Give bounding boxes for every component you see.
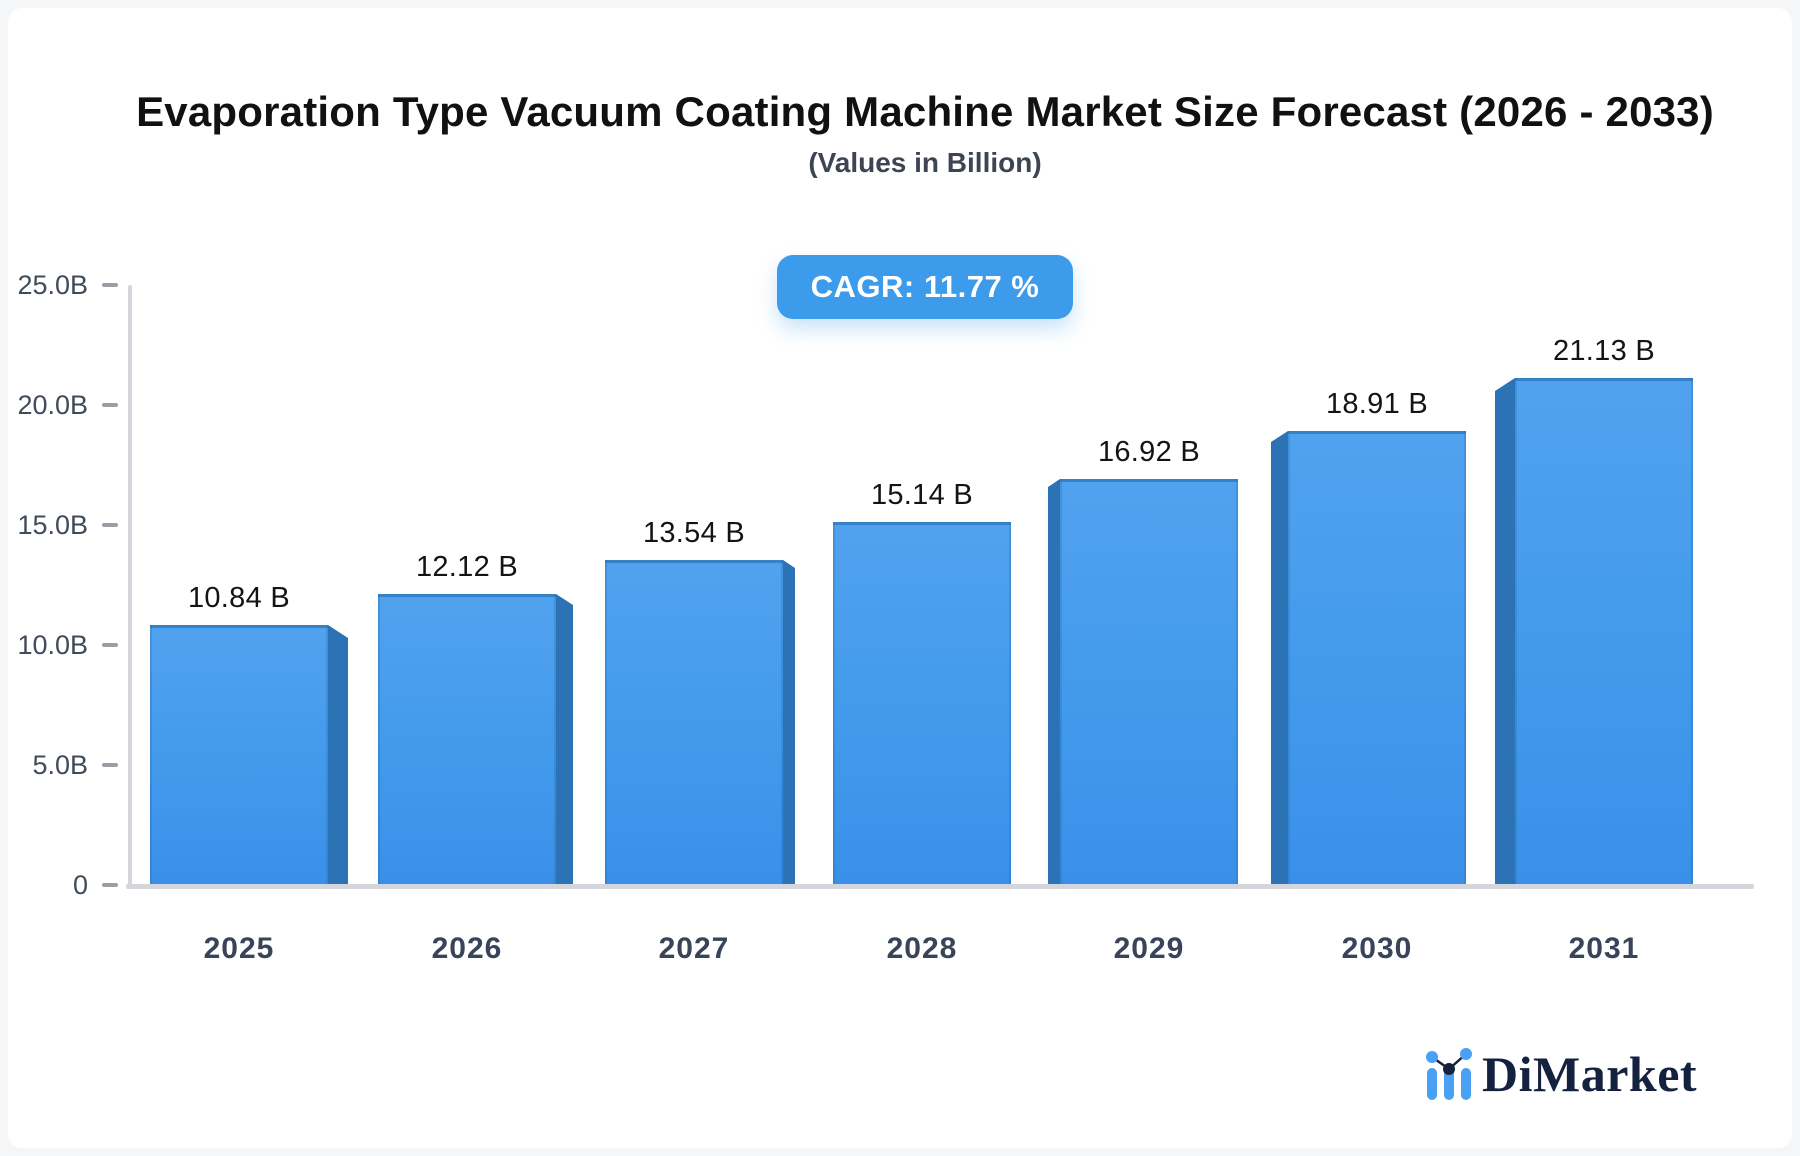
chart-subtitle: (Values in Billion) [808,147,1042,178]
x-axis-label-2025: 2025 [203,932,275,965]
badge-row: CAGR: 11.77 % [50,255,1800,319]
y-tick-label-0: 0 [72,870,88,900]
chart-title: Evaporation Type Vacuum Coating Machine … [136,88,1714,135]
bar-value-label-2026: 12.12 B [415,551,519,583]
y-tick-mark-20.0B [102,403,118,407]
bar-value-label-2025: 10.84 B [187,582,291,614]
bar-side-2031 [1495,378,1515,885]
y-tick-mark-5.0B [102,763,118,767]
bar-side-2026 [556,594,573,885]
y-tick-mark-10.0B [102,643,118,647]
bar-side-2029 [1048,479,1060,885]
bar-value-label-2027: 13.54 B [642,517,746,549]
bar-2025 [150,625,328,885]
cagr-badge: CAGR: 11.77 % [776,255,1074,319]
logo-text: DiMarket [1482,1046,1698,1102]
x-axis-label-2031: 2031 [1568,932,1640,965]
bar-side-2027 [783,560,795,885]
bar-chart-logo-icon [1426,1048,1472,1100]
y-tick-label-10.0B: 10.0B [17,630,88,660]
y-tick-mark-15.0B [102,523,118,527]
y-tick-label-5.0B: 5.0B [32,750,88,780]
bar-2030 [1288,431,1466,885]
bar-2026 [378,594,556,885]
x-axis-label-2026: 2026 [431,932,503,965]
x-axis-label-2030: 2030 [1341,932,1413,965]
y-tick-label-25.0B: 25.0B [17,270,88,300]
bar-2031 [1515,378,1693,885]
bar-2029 [1060,479,1238,885]
bar-2027 [605,560,783,885]
bar-value-label-2028: 15.14 B [870,479,974,511]
y-tick-mark-25.0B [102,283,118,287]
x-axis-line [126,884,1754,889]
y-tick-mark-0 [102,883,118,887]
logo: DiMarket [1424,1040,1697,1100]
x-axis-label-2029: 2029 [1113,932,1185,965]
x-axis-label-2027: 2027 [658,932,730,965]
bar-value-label-2029: 16.92 B [1097,436,1201,468]
y-tick-label-15.0B: 15.0B [17,510,88,540]
bar-value-label-2031: 21.13 B [1552,335,1656,367]
bar-side-2025 [328,625,348,885]
y-axis-line [128,285,132,889]
bar-2028 [833,522,1011,885]
bar-value-label-2030: 18.91 B [1325,388,1429,420]
x-axis-label-2028: 2028 [886,932,958,965]
y-tick-label-20.0B: 20.0B [17,390,88,420]
bar-side-2030 [1271,431,1288,885]
